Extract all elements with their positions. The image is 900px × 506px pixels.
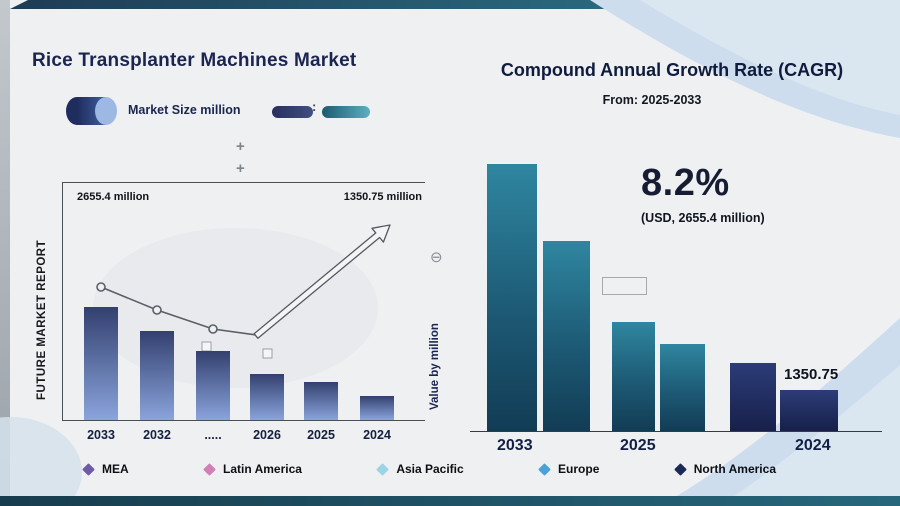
legend-label: Latin America [223,462,302,476]
circle-minus-decoration: ⊖ [430,249,443,266]
trend-line-and-arrow [96,224,391,359]
year-label: 2033 [87,428,115,442]
value-callout-1350: 1350.75 [784,366,839,383]
year-label: 2025 [307,428,335,442]
legend-diamond-icon [538,462,551,476]
market-size-bar [196,351,230,420]
plus-decoration: + [236,138,245,155]
cylinder-icon [66,97,117,125]
cagr-bar-2024 [780,390,838,431]
market-size-bar [140,331,174,420]
legend-item: MEA [82,462,129,476]
year-label: ..... [204,428,222,442]
cagr-bar-2033 [543,241,590,431]
legend-item: Latin America [203,462,302,476]
legend-item: Europe [538,462,600,476]
cagr-bar-chart: 1350.75 2033 2025 2024 [470,160,882,454]
ratio-pill-navy [272,106,313,118]
annotation-2033-value: 2655.4 million [77,191,150,203]
legend-diamond-icon [673,462,687,476]
legend-label: Europe [558,462,600,476]
page-title: Rice Transplanter Machines Market [32,50,357,71]
annotation-2024-value: 1350.75 million [343,191,422,203]
trend-square-marker [201,341,212,352]
trend-circle-marker [152,305,162,315]
market-size-bar [250,374,284,420]
region-legend: MEA Latin America Asia Pacific Europe North … [82,462,776,476]
top-accent-strip [10,0,900,9]
plus-decoration: + [236,160,245,177]
year-label: 2024 [363,428,391,442]
market-size-bar [360,396,394,420]
left-accent-strip [0,0,10,506]
cagr-bar-2025 [660,344,705,431]
cagr-year-label: 2025 [620,437,656,454]
legend-label: MEA [102,462,129,476]
trend-circle-marker [208,324,218,334]
market-size-legend-label: Market Size million [128,103,241,117]
legend-item: North America [673,462,776,476]
trend-square-marker [262,348,273,359]
left-chart-y-axis-label: FUTURE MARKET REPORT [36,239,48,401]
market-size-bar [304,382,338,420]
ratio-colon: : [312,99,317,114]
year-label: 2032 [143,428,171,442]
legend-label: North America [693,462,776,476]
market-size-bar [84,307,118,420]
legend-diamond-icon [376,462,390,476]
legend-diamond-icon [203,462,216,476]
cagr-bar-2033 [487,164,537,431]
cagr-bar-2024 [730,363,776,431]
cagr-percentage: 8.2% [641,162,730,204]
trend-circle-marker [96,282,106,292]
cagr-bar-2025 [612,322,655,431]
cagr-year-label: 2024 [795,437,831,454]
growth-arrow [253,224,391,339]
ratio-pill-teal [322,106,370,118]
year-label: 2026 [253,428,281,442]
market-size-bar-chart: 2655.4 million 1350.75 million 2033 2032.… [62,182,425,442]
trend-line [100,286,257,336]
step-box-decoration [602,277,647,295]
cagr-usd-detail: (USD, 2655.4 million) [641,211,765,225]
bottom-accent-strip [0,496,900,506]
legend-label: Asia Pacific [396,462,464,476]
right-chart-y-axis-label: Value by million [429,323,441,410]
cagr-year-label: 2033 [497,437,533,454]
cagr-period: From: 2025-2033 [602,93,702,107]
cagr-title: Compound Annual Growth Rate (CAGR) [500,60,844,80]
legend-diamond-icon [82,462,95,476]
legend-item: Asia Pacific [376,462,464,476]
